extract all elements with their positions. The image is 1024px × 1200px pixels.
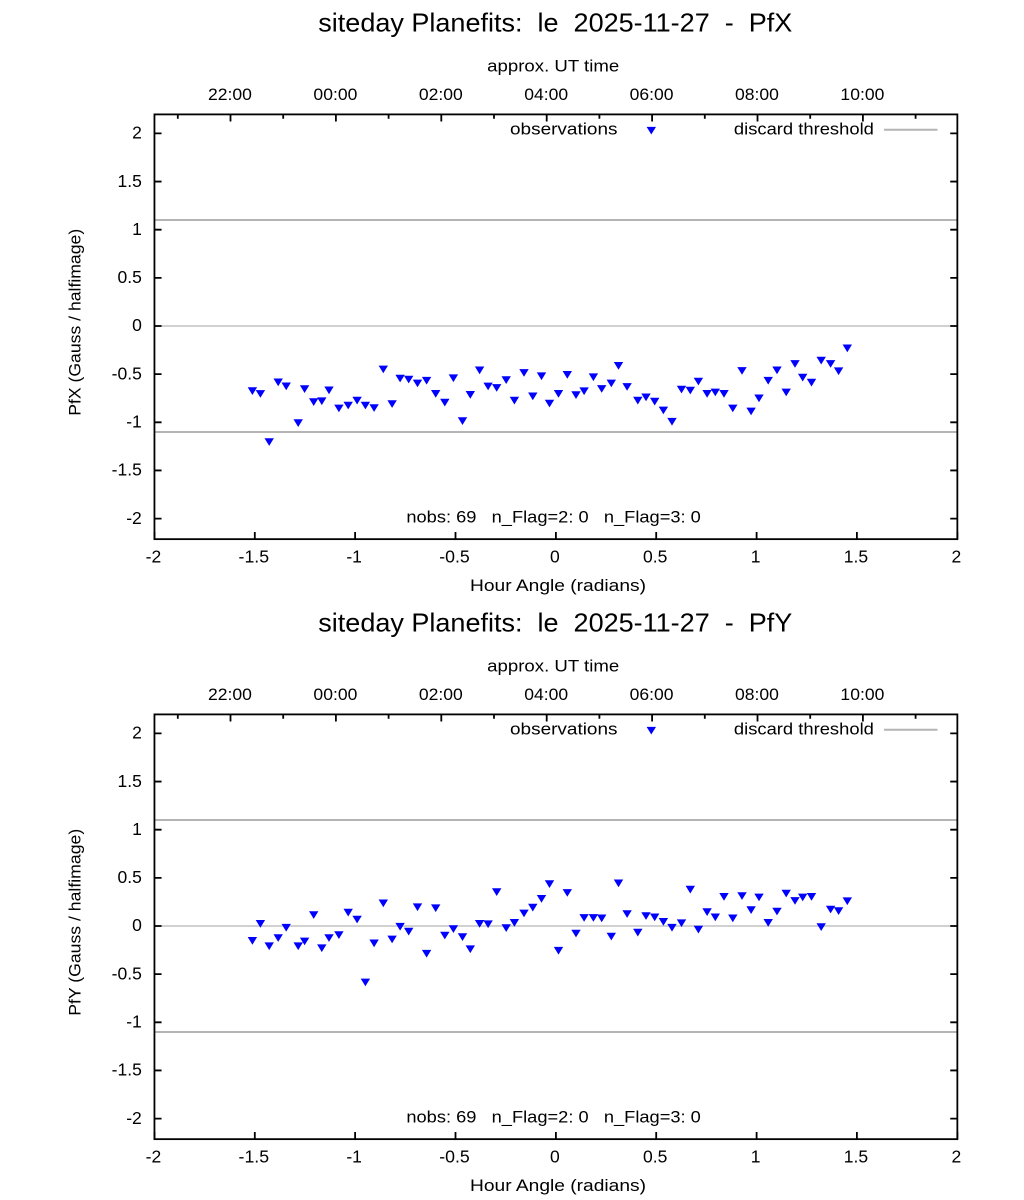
svg-text:0.5: 0.5 [117, 267, 141, 287]
svg-text:1: 1 [751, 1147, 761, 1167]
svg-text:22:00: 22:00 [208, 685, 252, 704]
svg-text:1: 1 [132, 219, 142, 239]
svg-text:PfY (Gauss / halfimage): PfY (Gauss / halfimage) [66, 829, 85, 1016]
svg-text:10:00: 10:00 [840, 685, 884, 704]
svg-text:1.5: 1.5 [844, 1147, 868, 1167]
svg-text:PfX (Gauss / halfimage): PfX (Gauss / halfimage) [66, 229, 85, 416]
svg-text:siteday Planefits: le 2025-1: siteday Planefits: le 2025-11-27 - PfY [318, 608, 792, 638]
svg-text:02:00: 02:00 [419, 685, 463, 704]
svg-text:08:00: 08:00 [735, 685, 779, 704]
svg-text:06:00: 06:00 [630, 685, 674, 704]
svg-text:observations: observations [510, 120, 618, 139]
svg-text:0.5: 0.5 [643, 547, 667, 567]
svg-text:02:00: 02:00 [419, 85, 463, 104]
svg-text:-1: -1 [126, 412, 142, 432]
svg-text:-0.5: -0.5 [112, 363, 142, 383]
svg-text:1: 1 [751, 547, 761, 567]
svg-text:Hour Angle (radians): Hour Angle (radians) [470, 576, 646, 595]
svg-text:-0.5: -0.5 [439, 1147, 470, 1167]
svg-text:siteday Planefits: le 2025-1: siteday Planefits: le 2025-11-27 - PfX [318, 8, 792, 38]
svg-text:-1.5: -1.5 [112, 460, 142, 480]
svg-text:2: 2 [132, 723, 142, 743]
svg-text:2: 2 [132, 123, 142, 143]
svg-text:discard threshold: discard threshold [734, 720, 874, 739]
svg-text:0: 0 [550, 547, 560, 567]
svg-text:0: 0 [550, 1147, 560, 1167]
svg-text:00:00: 00:00 [313, 685, 357, 704]
svg-text:-2: -2 [126, 508, 142, 528]
svg-text:-2: -2 [146, 547, 162, 567]
svg-text:04:00: 04:00 [524, 685, 568, 704]
svg-text:-1.5: -1.5 [112, 1060, 142, 1080]
svg-text:discard threshold: discard threshold [734, 120, 874, 139]
svg-text:observations: observations [510, 720, 618, 739]
svg-text:06:00: 06:00 [630, 85, 674, 104]
svg-text:Hour Angle (radians): Hour Angle (radians) [470, 1176, 646, 1195]
svg-text:approx. UT time: approx. UT time [487, 657, 619, 676]
svg-text:1.5: 1.5 [117, 171, 141, 191]
svg-text:approx. UT time: approx. UT time [487, 57, 619, 76]
svg-text:-0.5: -0.5 [439, 547, 470, 567]
svg-text:nobs: 69 n_Flag=2: 0 n_Fla: nobs: 69 n_Flag=2: 0 n_Flag=3: 0 [406, 508, 701, 527]
svg-text:1.5: 1.5 [844, 547, 868, 567]
svg-text:22:00: 22:00 [208, 85, 252, 104]
svg-text:-2: -2 [146, 1147, 162, 1167]
svg-text:2: 2 [951, 1147, 961, 1167]
svg-text:-1.5: -1.5 [239, 1147, 270, 1167]
svg-text:0: 0 [132, 915, 142, 935]
svg-text:1: 1 [132, 819, 142, 839]
svg-text:0.5: 0.5 [117, 867, 141, 887]
svg-text:1.5: 1.5 [117, 771, 141, 791]
svg-text:-1: -1 [346, 547, 362, 567]
svg-text:2: 2 [951, 547, 961, 567]
svg-text:-1: -1 [346, 1147, 362, 1167]
svg-text:00:00: 00:00 [313, 85, 357, 104]
svg-text:-1: -1 [126, 1012, 142, 1032]
svg-text:08:00: 08:00 [735, 85, 779, 104]
svg-text:-1.5: -1.5 [239, 547, 270, 567]
svg-text:04:00: 04:00 [524, 85, 568, 104]
svg-text:nobs: 69 n_Flag=2: 0 n_Fla: nobs: 69 n_Flag=2: 0 n_Flag=3: 0 [406, 1108, 701, 1127]
svg-text:-0.5: -0.5 [112, 963, 142, 983]
svg-text:0.5: 0.5 [643, 1147, 667, 1167]
svg-text:0: 0 [132, 315, 142, 335]
svg-text:-2: -2 [126, 1108, 142, 1128]
svg-text:10:00: 10:00 [840, 85, 884, 104]
